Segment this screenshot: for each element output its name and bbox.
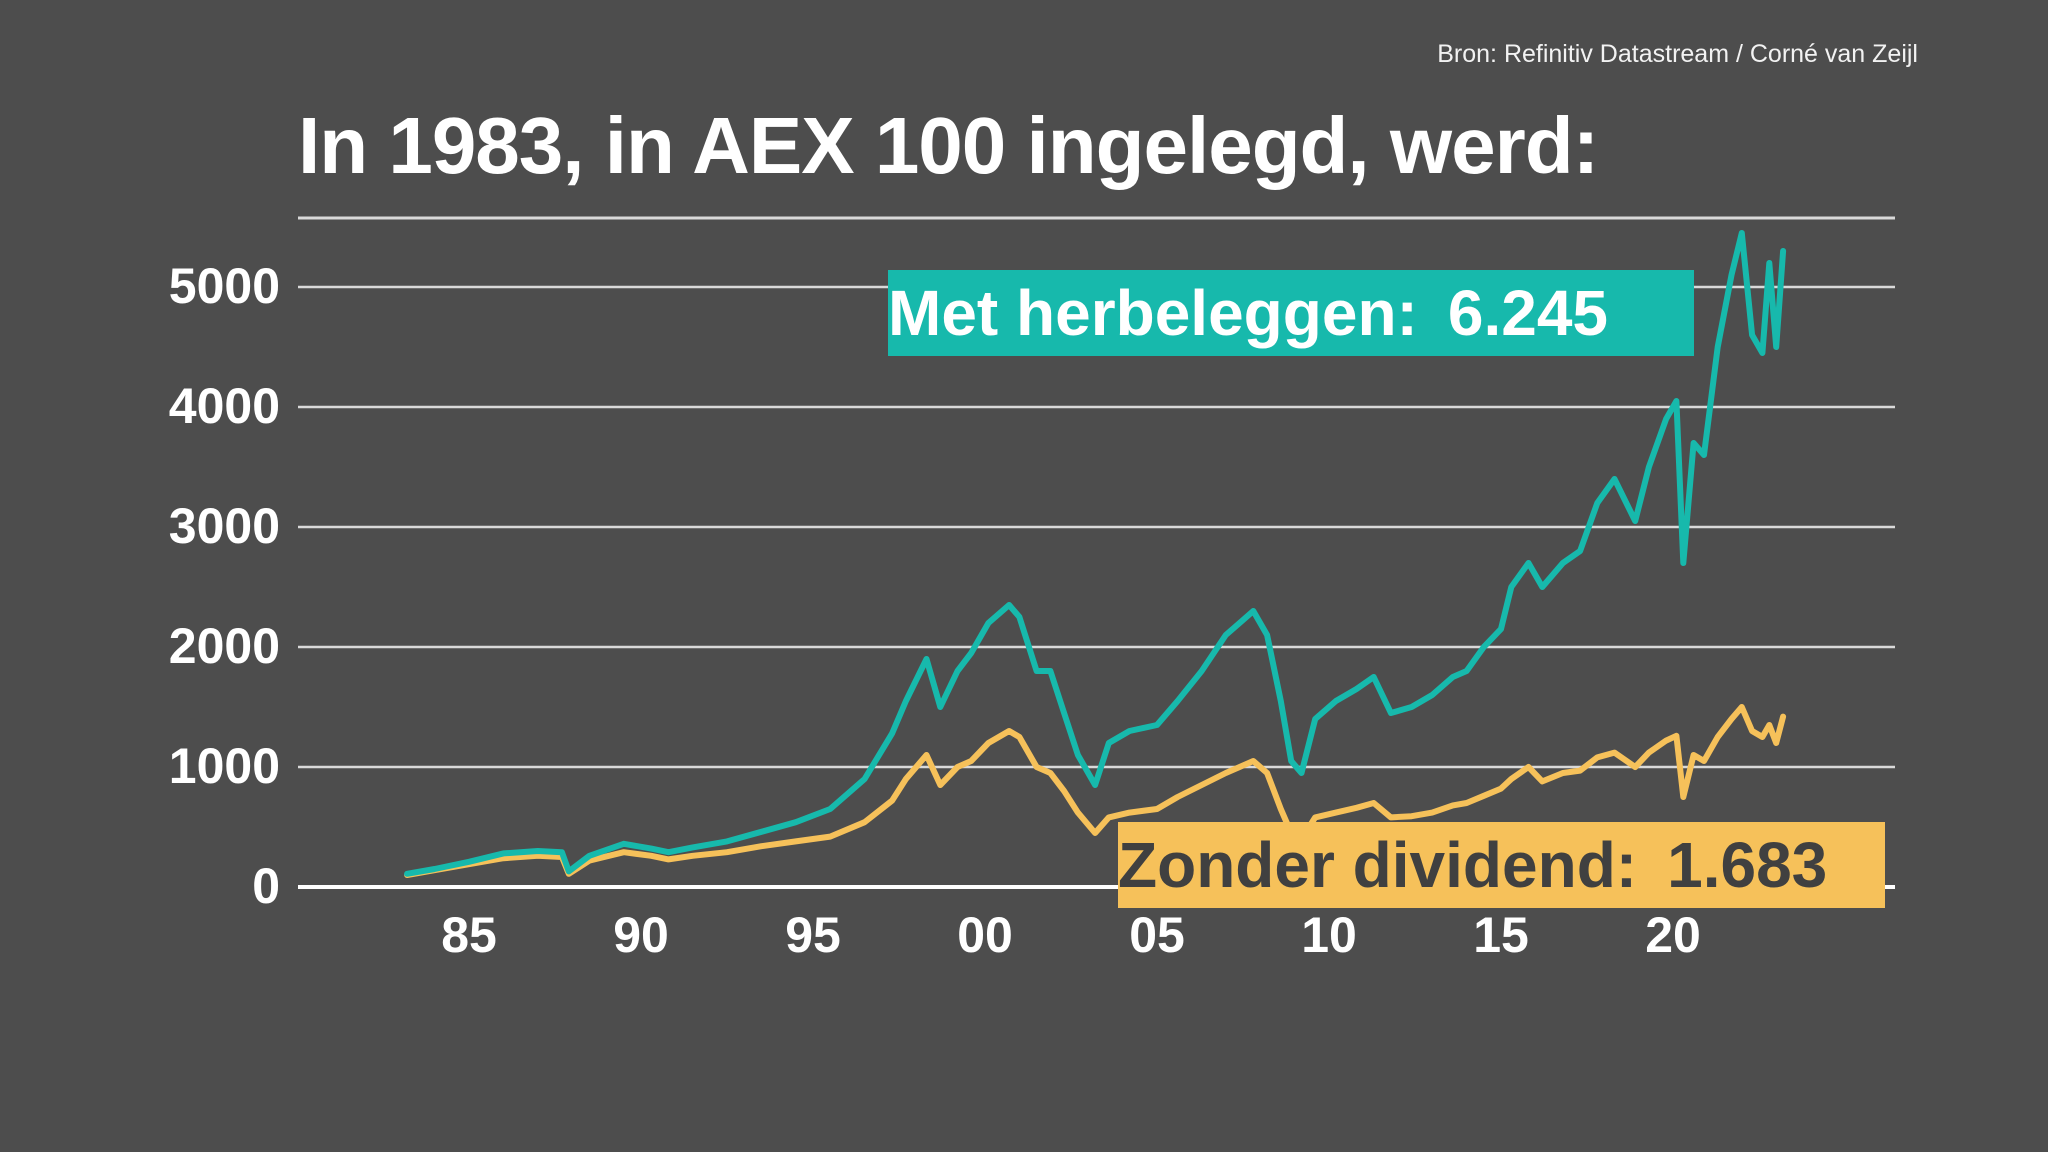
series-label-zonder-dividend: Zonder dividend: 1.683 bbox=[1118, 822, 1885, 908]
source-note: Bron: Refinitiv Datastream / Corné van Z… bbox=[1437, 40, 1918, 68]
series-end-value: 1.683 bbox=[1667, 829, 1828, 901]
x-tick-label: 10 bbox=[1301, 907, 1357, 963]
series-name: Zonder dividend bbox=[1118, 829, 1616, 901]
series-end-value: 6.245 bbox=[1447, 277, 1608, 349]
y-tick-label: 3000 bbox=[169, 498, 280, 554]
x-tick-label: 15 bbox=[1473, 907, 1529, 963]
y-tick-label: 4000 bbox=[169, 378, 280, 434]
colon: : bbox=[1396, 277, 1418, 349]
y-tick-label: 5000 bbox=[169, 258, 280, 314]
x-axis-tick-labels: 85 90 95 00 05 10 15 20 bbox=[441, 907, 1701, 963]
x-tick-label: 20 bbox=[1645, 907, 1701, 963]
x-tick-label: 90 bbox=[613, 907, 669, 963]
chart-title: In 1983, in AEX 100 ingelegd, werd: bbox=[298, 101, 1599, 190]
series-name: Met herbeleggen bbox=[888, 277, 1397, 349]
colon: : bbox=[1615, 829, 1638, 901]
x-tick-label: 85 bbox=[441, 907, 497, 963]
x-tick-label: 95 bbox=[785, 907, 841, 963]
y-tick-label: 2000 bbox=[169, 618, 280, 674]
series-line-met-herbeleggen bbox=[404, 230, 1787, 877]
x-tick-label: 00 bbox=[957, 907, 1013, 963]
y-tick-label: 0 bbox=[252, 858, 280, 914]
y-axis-tick-labels: 0 1000 2000 3000 4000 5000 bbox=[169, 258, 280, 914]
y-tick-label: 1000 bbox=[169, 738, 280, 794]
series-label-met-herbeleggen: Met herbeleggen: 6.245 bbox=[888, 270, 1694, 356]
x-tick-label: 05 bbox=[1129, 907, 1185, 963]
series-line-zonder-dividend bbox=[404, 704, 1787, 878]
series-lines bbox=[404, 230, 1787, 878]
